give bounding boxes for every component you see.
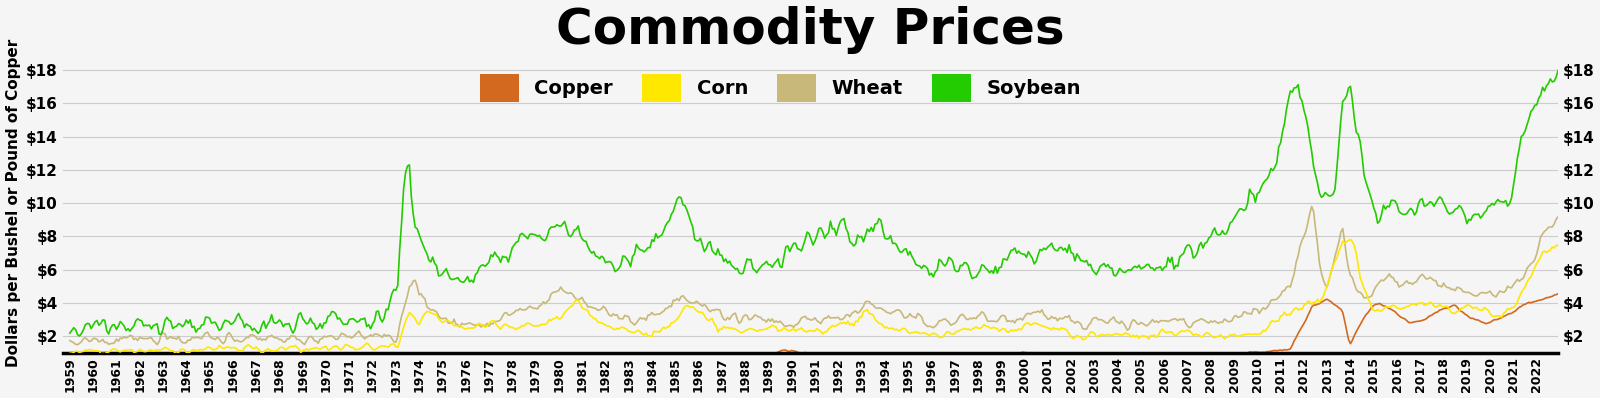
Y-axis label: Dollars per Bushel or Pound of Copper: Dollars per Bushel or Pound of Copper (5, 39, 21, 367)
Title: Commodity Prices: Commodity Prices (555, 6, 1064, 54)
Legend: Copper, Corn, Wheat, Soybean: Copper, Corn, Wheat, Soybean (472, 66, 1088, 109)
